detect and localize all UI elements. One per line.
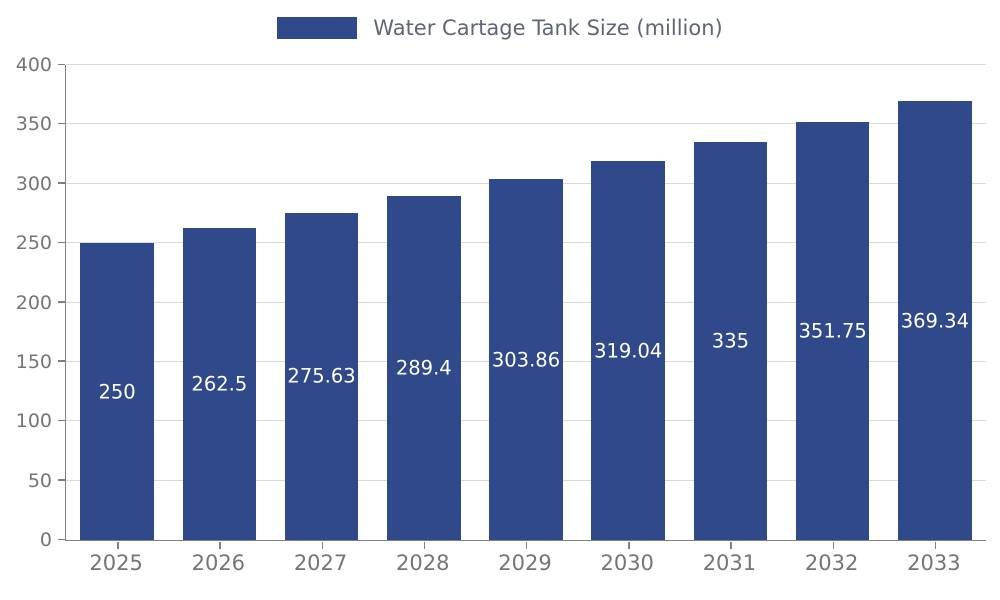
y-tick-mark (58, 479, 65, 481)
bar-band: 369.34 (884, 65, 986, 549)
bar: 303.86 (489, 179, 563, 540)
bar: 319.04 (591, 161, 665, 540)
bar-band: 289.4 (373, 65, 475, 549)
y-axis-label: 0 (39, 529, 52, 551)
y-axis-label: 200 (15, 291, 52, 314)
y-axis-label: 350 (15, 113, 52, 136)
bar-band: 275.63 (270, 65, 372, 549)
x-axis-labels: 2025 2026 2027 2028 2029 2030 2031 2032 2033 (65, 551, 985, 575)
y-axis-label: 400 (15, 54, 52, 76)
bar-band: 319.04 (577, 65, 679, 549)
bar-band: 262.5 (168, 65, 270, 549)
y-tick-mark (58, 241, 65, 244)
bar-band: 335 (679, 65, 781, 549)
legend-swatch (277, 17, 358, 39)
x-tick-mark (934, 541, 937, 549)
y-tick-mark (58, 538, 65, 540)
bar: 262.5 (182, 228, 257, 540)
x-tick-mark (525, 541, 528, 549)
y-tick-mark (58, 182, 65, 184)
y-tick-mark (58, 63, 65, 65)
bar: 289.4 (386, 196, 461, 540)
bar: 275.63 (284, 212, 359, 540)
x-tick-mark (321, 541, 324, 549)
x-tick-mark (423, 541, 426, 549)
bar-value-label: 250 (98, 380, 136, 404)
legend: Water Cartage Tank Size (million) (0, 16, 1000, 40)
x-axis-label: 2027 (293, 551, 348, 575)
bar: 250 (80, 243, 154, 540)
bar-band: 351.75 (782, 65, 884, 549)
y-tick-mark (58, 122, 65, 125)
x-tick-mark (628, 541, 630, 549)
bar-value-label: 369.34 (900, 309, 969, 333)
plot-area: 250 262.5 275.63 289.4 303.86 319.04 335 351.75… (58, 63, 986, 549)
x-axis-label: 2032 (804, 551, 859, 575)
y-axis-label: 100 (15, 410, 52, 433)
bar-value-label: 319.04 (594, 339, 663, 363)
x-axis-label: 2029 (498, 551, 552, 575)
bar: 351.75 (795, 122, 870, 540)
y-axis-labels: 0 50 100 150 200 250 300 350 400 (0, 54, 52, 551)
x-axis-label: 2028 (396, 551, 450, 575)
y-tick-mark (58, 301, 65, 303)
gridline (66, 64, 986, 65)
y-tick-mark (58, 419, 65, 422)
x-tick-mark (730, 541, 732, 549)
x-axis-label: 2026 (191, 551, 246, 575)
x-tick-mark (832, 541, 835, 549)
x-axis-label: 2033 (907, 551, 961, 575)
x-axis-label: 2031 (702, 551, 757, 575)
x-axis-label: 2030 (600, 551, 654, 575)
y-axis-label: 150 (15, 350, 52, 373)
bar-value-label: 289.4 (395, 356, 452, 380)
y-axis-label: 300 (15, 172, 52, 195)
bar-band: 250 (66, 65, 168, 549)
legend-label: Water Cartage Tank Size (million) (373, 16, 723, 40)
bar-value-label: 303.86 (491, 348, 561, 372)
bar-value-label: 275.63 (287, 364, 356, 388)
y-tick-mark (58, 360, 65, 362)
gridline (66, 123, 986, 125)
y-axis-label: 250 (15, 232, 52, 255)
bar-value-label: 351.75 (798, 319, 867, 343)
y-axis-label: 50 (27, 469, 52, 492)
bar-value-label: 335 (711, 329, 750, 353)
x-tick-mark (219, 541, 221, 549)
bars: 250 262.5 275.63 289.4 303.86 319.04 335 351.75… (66, 65, 986, 549)
x-tick-mark (117, 541, 119, 549)
bar: 369.34 (898, 101, 972, 540)
bar-band: 303.86 (475, 65, 577, 549)
bar: 335 (693, 142, 768, 540)
bar-value-label: 262.5 (191, 372, 248, 396)
x-axis-label: 2025 (89, 551, 143, 575)
